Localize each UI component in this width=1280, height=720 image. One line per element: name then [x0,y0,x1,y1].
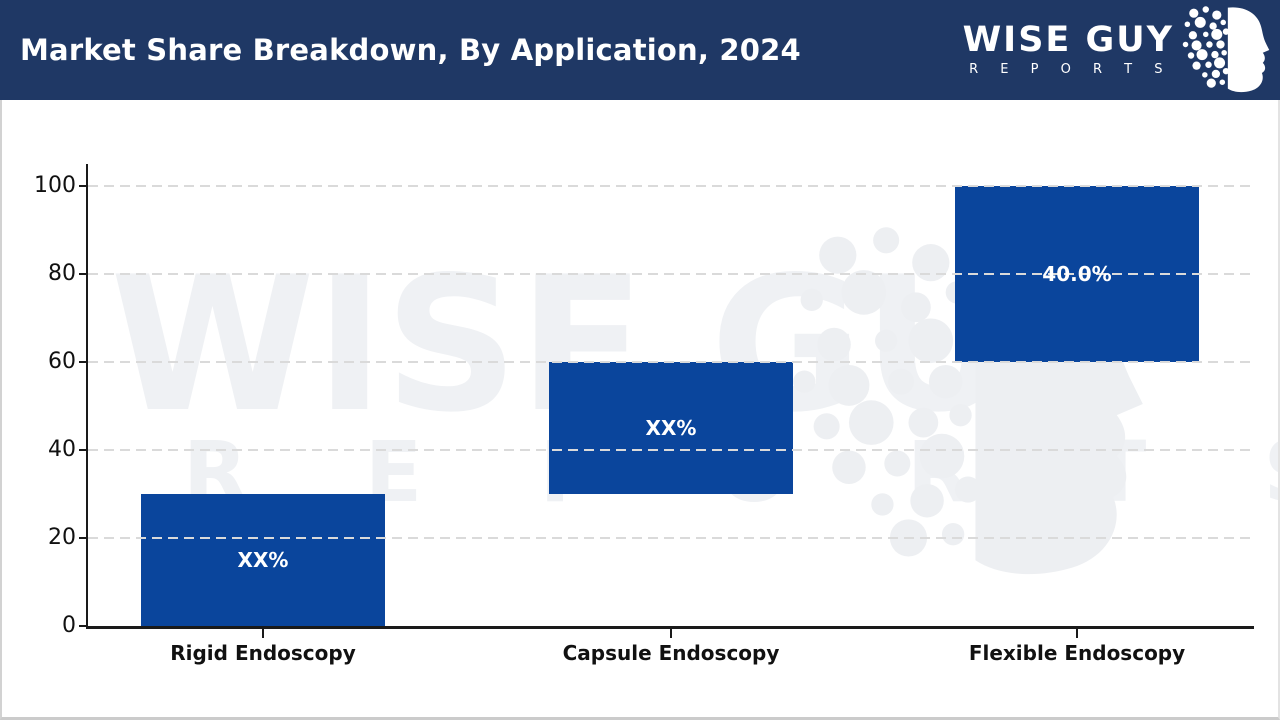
gridline-y100 [88,185,1254,187]
bar-label-1: XX% [237,548,289,572]
gridline-y80 [88,273,1254,275]
y-tick-label-80: 80 [48,261,76,286]
bar-label-3: 40.0% [1042,262,1112,286]
gridline-y40 [88,449,1254,451]
y-tick-label-40: 40 [48,437,76,462]
bar-1 [141,494,385,626]
wiseguy-logo: WISE GUY R E P O R T S [963,4,1274,96]
y-tick-label-60: 60 [48,349,76,374]
y-axis-spine [86,164,88,629]
logo-wordmark: WISE GUY [962,20,1174,60]
x-tick-label-3: Flexible Endoscopy [968,641,1186,665]
y-tick-60 [79,361,88,363]
x-tick-1 [262,629,264,638]
chart-title: Market Share Breakdown, By Application, … [20,33,801,67]
gridline-y60 [88,361,1254,363]
logo-text: WISE GUY R E P O R T S [962,20,1174,78]
y-tick-label-100: 100 [34,173,76,198]
y-tick-40 [79,449,88,451]
x-axis-spine [86,626,1254,629]
y-tick-80 [79,273,88,275]
x-tick-label-2: Capsule Endoscopy [562,641,780,665]
logo-face-icon [1182,6,1270,93]
x-tick-label-1: Rigid Endoscopy [170,641,356,665]
gridline-y20 [88,537,1254,539]
logo-reports-text: R E P O R T S [969,62,1172,77]
y-tick-0 [79,625,88,627]
y-tick-100 [79,185,88,187]
bar-label-2: XX% [645,416,697,440]
y-tick-20 [79,537,88,539]
x-tick-3 [1076,629,1078,638]
bar-2 [549,362,793,494]
y-tick-label-0: 0 [62,613,76,638]
header-bar: Market Share Breakdown, By Application, … [0,0,1280,100]
y-tick-label-20: 20 [48,525,76,550]
x-tick-2 [670,629,672,638]
